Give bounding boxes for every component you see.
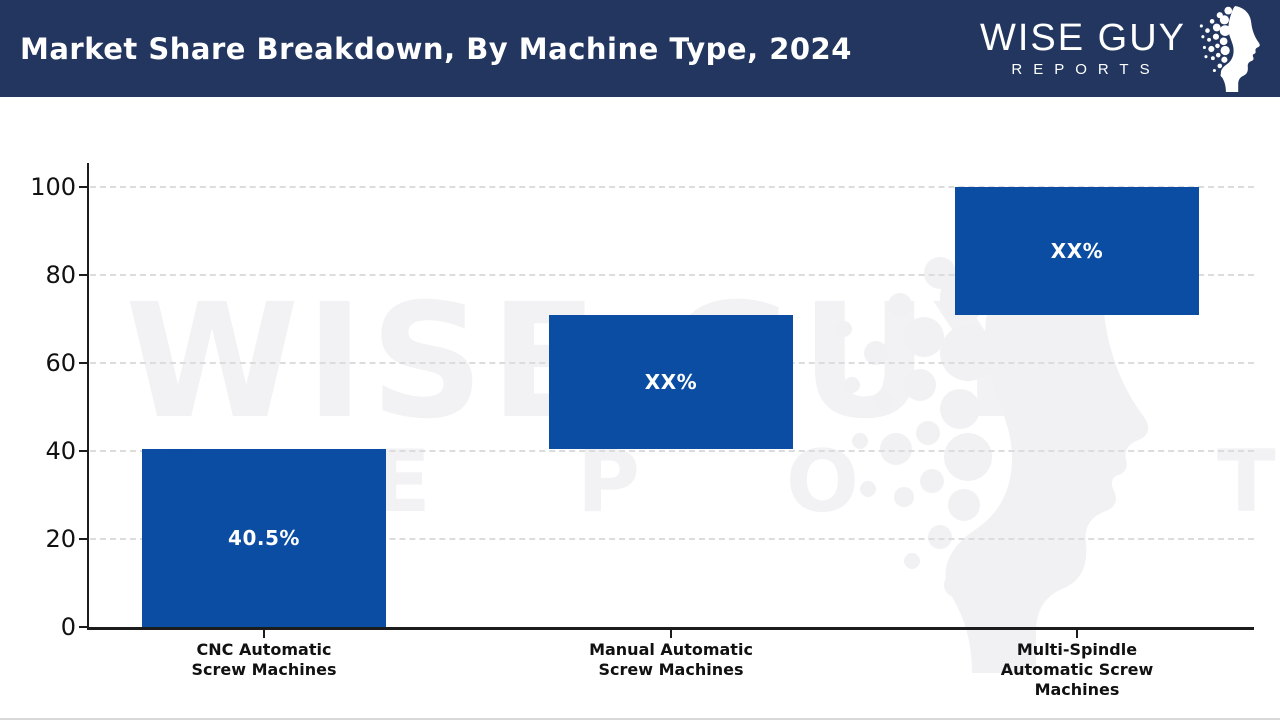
x-axis-label-line: Manual Automatic bbox=[589, 640, 753, 659]
x-axis-tick-mark bbox=[263, 630, 265, 638]
header-bar: Market Share Breakdown, By Machine Type,… bbox=[0, 0, 1280, 97]
x-axis-line bbox=[87, 627, 1254, 630]
x-axis-tick-mark bbox=[670, 630, 672, 638]
logo-wordmark: WISE GUY bbox=[979, 16, 1186, 59]
gridline bbox=[90, 274, 1254, 276]
y-axis-tick-label: 40 bbox=[45, 437, 76, 465]
x-axis-label-manual: Manual Automatic Screw Machines bbox=[589, 640, 753, 680]
y-axis-tick-mark bbox=[79, 362, 88, 364]
x-axis-label-line: Multi-Spindle bbox=[1016, 640, 1138, 659]
bar-multi-spindle: XX% bbox=[955, 187, 1199, 315]
x-axis-label-line: CNC Automatic bbox=[196, 640, 332, 659]
x-axis-tick-mark bbox=[1076, 630, 1078, 638]
logo-text: WISE GUY REPORTS bbox=[980, 18, 1186, 80]
gridline bbox=[90, 538, 1254, 540]
gridline bbox=[90, 186, 1254, 188]
y-axis-tick-label: 100 bbox=[30, 173, 76, 201]
wise-guy-reports-logo: WISE GUY REPORTS bbox=[980, 6, 1268, 92]
dotted-head-icon bbox=[1190, 6, 1268, 92]
y-axis-tick-label: 0 bbox=[60, 613, 76, 641]
page-title: Market Share Breakdown, By Machine Type,… bbox=[20, 31, 852, 66]
bar-manual-automatic: XX% bbox=[549, 314, 793, 449]
y-axis-tick-label: 80 bbox=[45, 261, 76, 289]
gridline bbox=[90, 450, 1254, 452]
bar-cnc-automatic: 40.5% bbox=[142, 448, 386, 627]
bottom-edge-divider bbox=[0, 718, 1280, 720]
x-axis-label-cnc: CNC Automatic Screw Machines bbox=[192, 640, 337, 680]
y-axis-tick-mark bbox=[79, 274, 88, 276]
y-axis-tick-label: 60 bbox=[45, 349, 76, 377]
x-axis-label-line: Machines bbox=[1034, 680, 1120, 699]
bar-value-label: 40.5% bbox=[228, 525, 300, 550]
y-axis-tick-label: 20 bbox=[45, 525, 76, 553]
y-axis-tick-mark bbox=[79, 450, 88, 452]
bar-value-label: XX% bbox=[644, 369, 698, 394]
logo-subtitle: REPORTS bbox=[1011, 60, 1161, 78]
x-axis-label-line: Screw Machines bbox=[598, 660, 744, 679]
y-axis-tick-mark bbox=[79, 538, 88, 540]
x-axis-label-line: Screw Machines bbox=[191, 660, 337, 679]
y-axis-line bbox=[87, 163, 89, 629]
y-axis-tick-mark bbox=[79, 626, 88, 628]
x-axis-label-multi-spindle: Multi-Spindle Automatic Screw Machines bbox=[1001, 640, 1154, 700]
x-axis-label-line: Automatic Screw bbox=[1000, 660, 1154, 679]
bar-value-label: XX% bbox=[1050, 238, 1104, 263]
y-axis-tick-mark bbox=[79, 186, 88, 188]
